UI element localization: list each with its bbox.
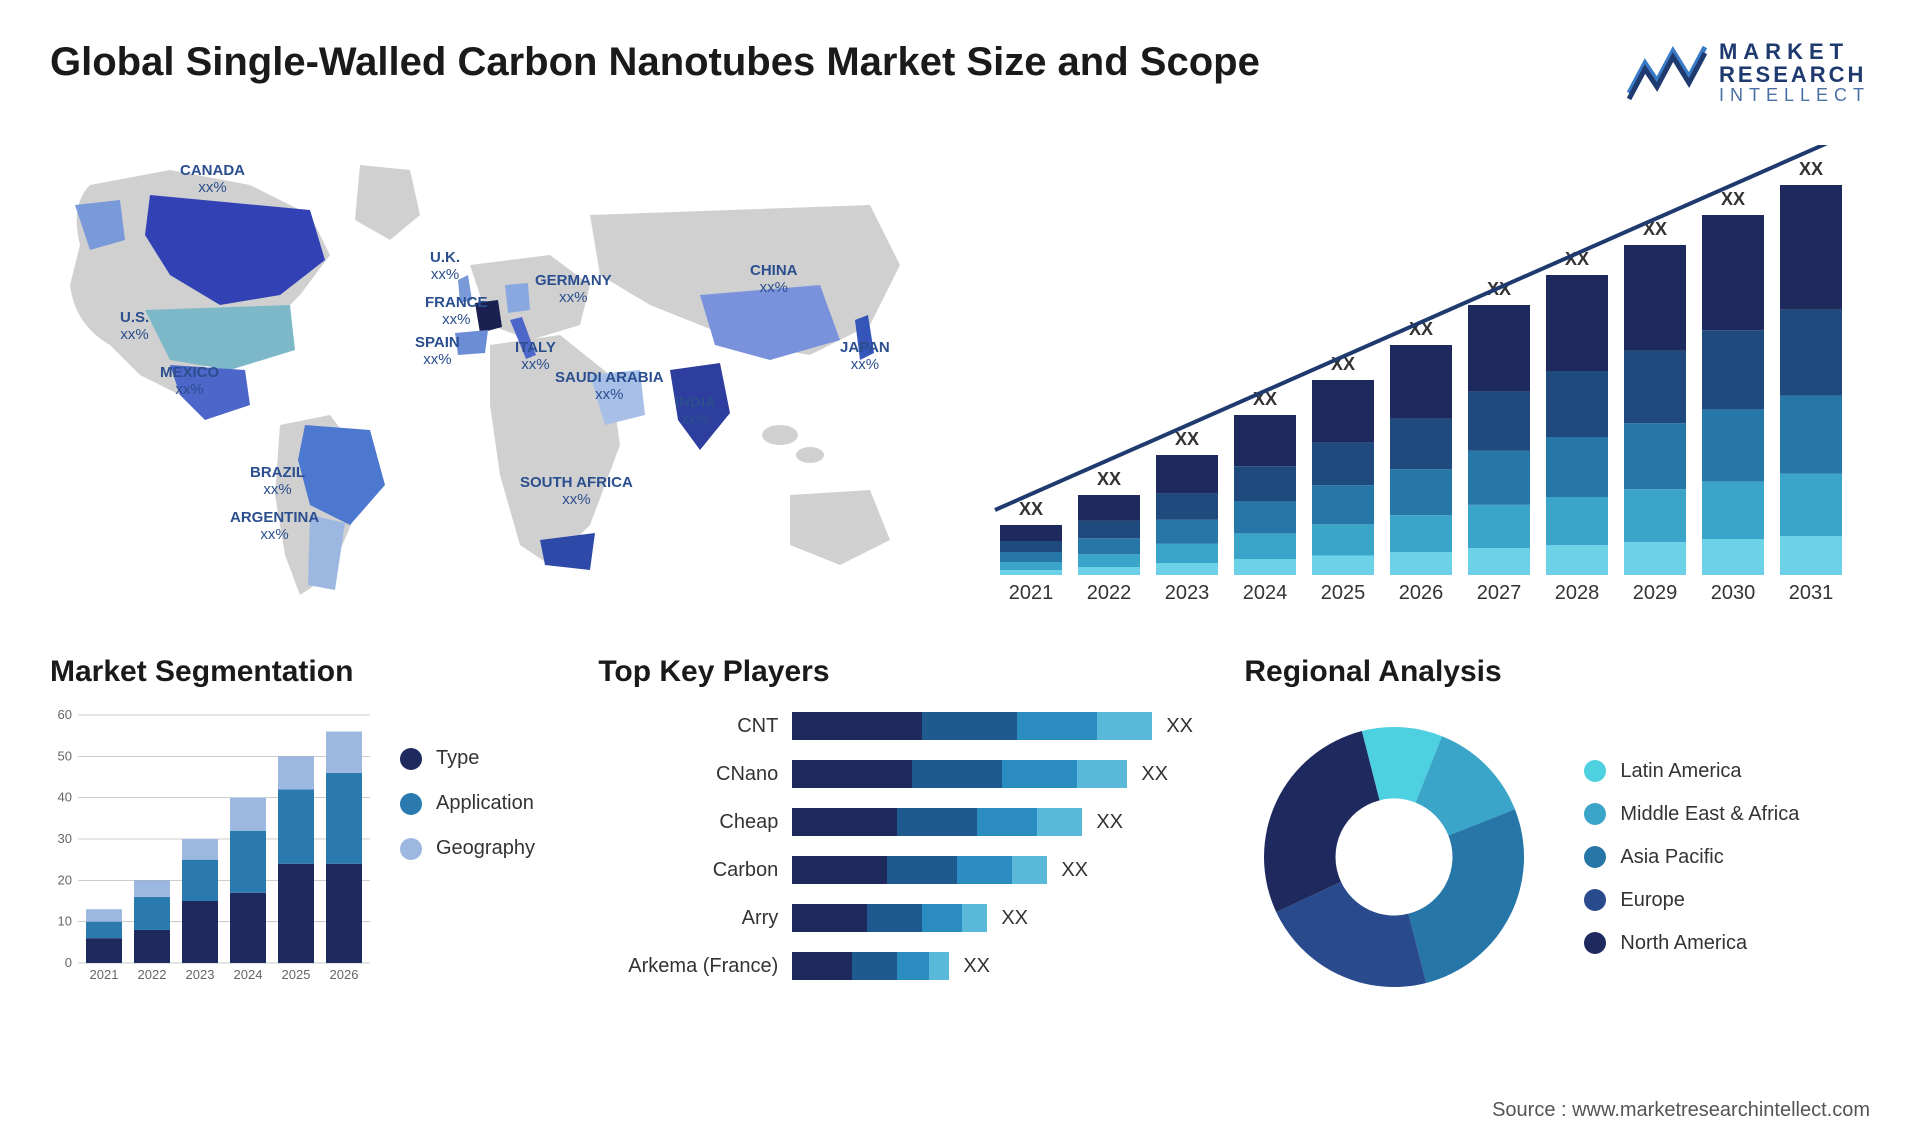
map-label: FRANCExx% — [425, 295, 488, 328]
svg-text:2030: 2030 — [1711, 582, 1756, 604]
svg-text:2028: 2028 — [1555, 582, 1600, 604]
player-bar — [792, 760, 1127, 788]
map-label: CHINAxx% — [750, 263, 798, 296]
growth-bar-chart: XX2021XX2022XX2023XX2024XX2025XX2026XX20… — [980, 145, 1860, 605]
legend-item: Asia Pacific — [1584, 846, 1799, 869]
svg-text:10: 10 — [58, 914, 72, 929]
player-row: Arry XX — [598, 899, 1204, 937]
player-bar — [792, 856, 1047, 884]
regional-legend: Latin America Middle East & Africa Asia Pa… — [1584, 760, 1799, 955]
svg-text:XX: XX — [1097, 469, 1121, 489]
source-attribution: Source : www.marketresearchintellect.com — [1492, 1099, 1870, 1122]
legend-item: Middle East & Africa — [1584, 803, 1799, 826]
svg-text:2022: 2022 — [1087, 582, 1132, 604]
player-row: CNano XX — [598, 755, 1204, 793]
map-label: GERMANYxx% — [535, 273, 612, 306]
svg-text:XX: XX — [1721, 189, 1745, 209]
map-label: ARGENTINAxx% — [230, 510, 319, 543]
svg-text:2025: 2025 — [282, 967, 311, 982]
svg-text:XX: XX — [1799, 159, 1823, 179]
logo-mark-icon — [1627, 43, 1707, 103]
legend-item: North America — [1584, 932, 1799, 955]
map-label: CANADAxx% — [180, 163, 245, 196]
player-value: XX — [963, 955, 990, 978]
player-row: CNT XX — [598, 707, 1204, 745]
map-label: MEXICOxx% — [160, 365, 219, 398]
legend-item: Europe — [1584, 889, 1799, 912]
segmentation-chart: 0 10 20 30 40 50 60 2021 2022 2023 2024 2025 2026 — [50, 707, 370, 987]
svg-text:2023: 2023 — [186, 967, 215, 982]
player-bar — [792, 808, 1082, 836]
logo-text-2: RESEARCH — [1719, 63, 1870, 86]
logo-text-1: MARKET — [1719, 40, 1870, 63]
player-name: Arkema (France) — [598, 955, 778, 978]
player-bar — [792, 952, 949, 980]
map-label: INDIAxx% — [675, 395, 716, 428]
svg-text:XX: XX — [1175, 429, 1199, 449]
svg-text:2031: 2031 — [1789, 582, 1834, 604]
player-name: CNT — [598, 715, 778, 738]
world-map: CANADAxx% U.S.xx% MEXICOxx% BRAZILxx% ARGENT… — [50, 145, 920, 605]
legend-item: Geography — [400, 837, 535, 860]
svg-text:2022: 2022 — [138, 967, 167, 982]
svg-text:2027: 2027 — [1477, 582, 1522, 604]
svg-text:2025: 2025 — [1321, 582, 1366, 604]
brand-logo: MARKET RESEARCH INTELLECT — [1627, 40, 1870, 105]
map-label: U.K.xx% — [430, 250, 460, 283]
player-row: Carbon XX — [598, 851, 1204, 889]
regional-panel: Regional Analysis Latin America Middle Ea… — [1244, 655, 1870, 1007]
players-panel: Top Key Players CNTXXCNanoXXCheapXXCarbo… — [598, 655, 1204, 1007]
map-label: JAPANxx% — [840, 340, 890, 373]
player-bar — [792, 904, 987, 932]
players-chart: CNTXXCNanoXXCheapXXCarbonXXArryXXArkema … — [598, 707, 1204, 985]
segmentation-title: Market Segmentation — [50, 655, 558, 689]
segmentation-legend: Type Application Geography — [400, 707, 535, 987]
svg-text:2024: 2024 — [234, 967, 263, 982]
svg-text:2021: 2021 — [1009, 582, 1054, 604]
legend-item: Application — [400, 792, 535, 815]
map-label: ITALYxx% — [515, 340, 556, 373]
segmentation-panel: Market Segmentation 0 10 20 30 40 50 60 2021 202… — [50, 655, 558, 1007]
player-name: Arry — [598, 907, 778, 930]
svg-text:30: 30 — [58, 831, 72, 846]
map-label: SPAINxx% — [415, 335, 460, 368]
svg-text:60: 60 — [58, 707, 72, 722]
page-title: Global Single-Walled Carbon Nanotubes Ma… — [50, 40, 1260, 85]
svg-text:2024: 2024 — [1243, 582, 1288, 604]
svg-text:40: 40 — [58, 790, 72, 805]
legend-item: Type — [400, 747, 535, 770]
svg-text:50: 50 — [58, 748, 72, 763]
player-name: Cheap — [598, 811, 778, 834]
player-value: XX — [1166, 715, 1193, 738]
map-label: SOUTH AFRICAxx% — [520, 475, 633, 508]
svg-text:2023: 2023 — [1165, 582, 1210, 604]
player-row: Cheap XX — [598, 803, 1204, 841]
svg-text:XX: XX — [1019, 499, 1043, 519]
map-label: SAUDI ARABIAxx% — [555, 370, 664, 403]
player-value: XX — [1096, 811, 1123, 834]
legend-item: Latin America — [1584, 760, 1799, 783]
player-value: XX — [1141, 763, 1168, 786]
svg-text:2021: 2021 — [90, 967, 119, 982]
svg-text:2026: 2026 — [330, 967, 359, 982]
svg-text:2026: 2026 — [1399, 582, 1444, 604]
player-value: XX — [1001, 907, 1028, 930]
player-name: Carbon — [598, 859, 778, 882]
logo-text-3: INTELLECT — [1719, 86, 1870, 105]
svg-text:2029: 2029 — [1633, 582, 1678, 604]
svg-text:20: 20 — [58, 872, 72, 887]
regional-donut-chart — [1244, 707, 1544, 1007]
players-title: Top Key Players — [598, 655, 1204, 689]
player-bar — [792, 712, 1152, 740]
map-label: BRAZILxx% — [250, 465, 305, 498]
player-name: CNano — [598, 763, 778, 786]
regional-title: Regional Analysis — [1244, 655, 1870, 689]
map-label: U.S.xx% — [120, 310, 149, 343]
player-row: Arkema (France) XX — [598, 947, 1204, 985]
svg-text:0: 0 — [65, 955, 72, 970]
player-value: XX — [1061, 859, 1088, 882]
